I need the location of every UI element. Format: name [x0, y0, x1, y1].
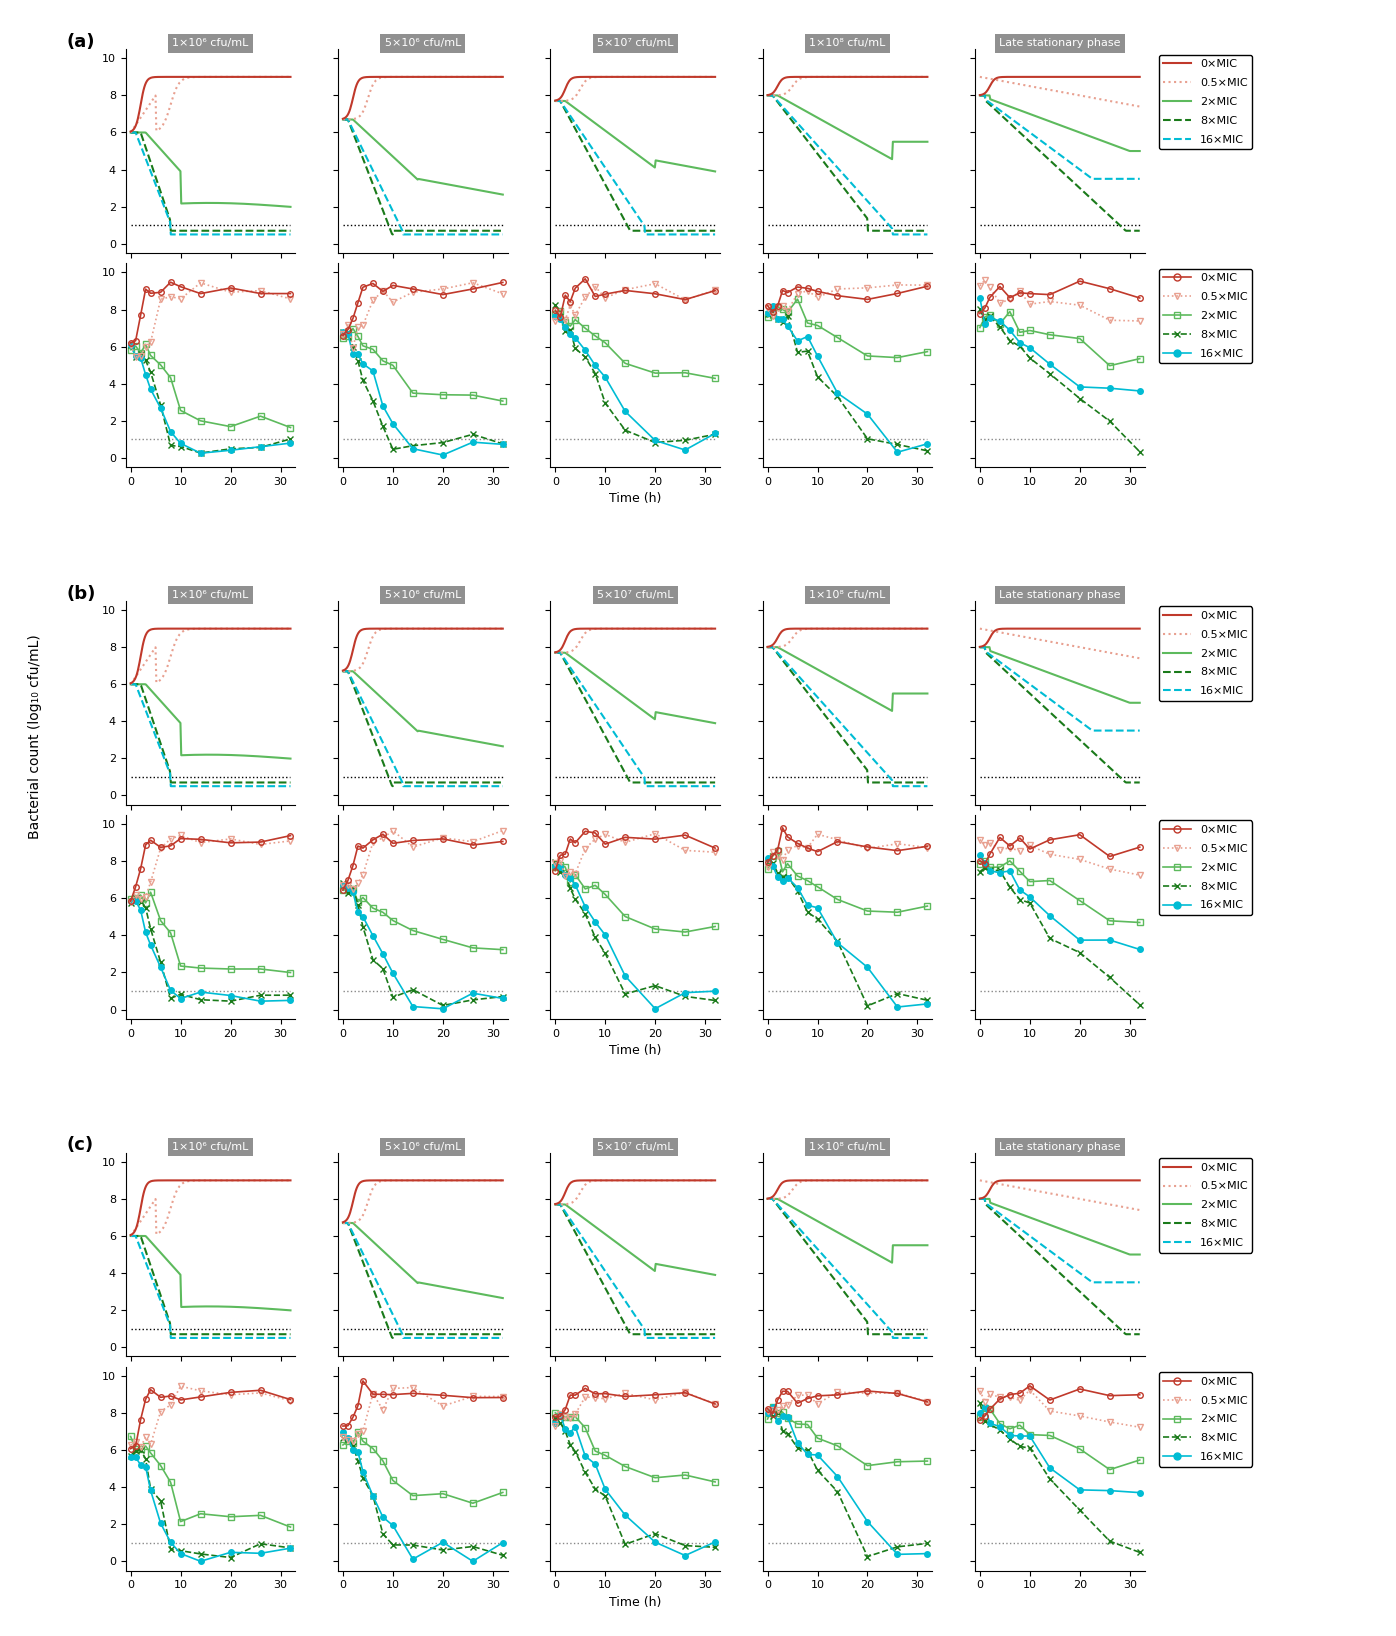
Title: Late stationary phase: Late stationary phase: [1000, 1142, 1121, 1152]
Title: Late stationary phase: Late stationary phase: [1000, 591, 1121, 600]
Title: 1×10⁸ cfu/mL: 1×10⁸ cfu/mL: [810, 1142, 885, 1152]
Title: Late stationary phase: Late stationary phase: [1000, 38, 1121, 49]
Legend: 0×MIC, 0.5×MIC, 2×MIC, 8×MIC, 16×MIC: 0×MIC, 0.5×MIC, 2×MIC, 8×MIC, 16×MIC: [1159, 821, 1252, 915]
Title: 5×10⁶ cfu/mL: 5×10⁶ cfu/mL: [385, 1142, 461, 1152]
Text: Bacterial count (log₁₀ cfu/mL): Bacterial count (log₁₀ cfu/mL): [28, 633, 42, 839]
Legend: 0×MIC, 0.5×MIC, 2×MIC, 8×MIC, 16×MIC: 0×MIC, 0.5×MIC, 2×MIC, 8×MIC, 16×MIC: [1159, 607, 1252, 700]
Title: 5×10⁶ cfu/mL: 5×10⁶ cfu/mL: [385, 591, 461, 600]
Text: (a): (a): [66, 33, 95, 51]
Title: 5×10⁷ cfu/mL: 5×10⁷ cfu/mL: [597, 38, 673, 49]
X-axis label: Time (h): Time (h): [609, 1595, 662, 1608]
Text: (c): (c): [66, 1137, 94, 1155]
Title: 1×10⁶ cfu/mL: 1×10⁶ cfu/mL: [172, 38, 248, 49]
Title: 5×10⁷ cfu/mL: 5×10⁷ cfu/mL: [597, 1142, 673, 1152]
X-axis label: Time (h): Time (h): [609, 1044, 662, 1057]
Title: 5×10⁶ cfu/mL: 5×10⁶ cfu/mL: [385, 38, 461, 49]
Title: 1×10⁶ cfu/mL: 1×10⁶ cfu/mL: [172, 1142, 248, 1152]
Text: (b): (b): [66, 584, 95, 602]
X-axis label: Time (h): Time (h): [609, 492, 662, 506]
Title: 1×10⁸ cfu/mL: 1×10⁸ cfu/mL: [810, 38, 885, 49]
Title: 1×10⁶ cfu/mL: 1×10⁶ cfu/mL: [172, 591, 248, 600]
Title: 1×10⁸ cfu/mL: 1×10⁸ cfu/mL: [810, 591, 885, 600]
Legend: 0×MIC, 0.5×MIC, 2×MIC, 8×MIC, 16×MIC: 0×MIC, 0.5×MIC, 2×MIC, 8×MIC, 16×MIC: [1159, 54, 1252, 149]
Legend: 0×MIC, 0.5×MIC, 2×MIC, 8×MIC, 16×MIC: 0×MIC, 0.5×MIC, 2×MIC, 8×MIC, 16×MIC: [1159, 268, 1252, 363]
Legend: 0×MIC, 0.5×MIC, 2×MIC, 8×MIC, 16×MIC: 0×MIC, 0.5×MIC, 2×MIC, 8×MIC, 16×MIC: [1159, 1373, 1252, 1466]
Title: 5×10⁷ cfu/mL: 5×10⁷ cfu/mL: [597, 591, 673, 600]
Legend: 0×MIC, 0.5×MIC, 2×MIC, 8×MIC, 16×MIC: 0×MIC, 0.5×MIC, 2×MIC, 8×MIC, 16×MIC: [1159, 1158, 1252, 1253]
